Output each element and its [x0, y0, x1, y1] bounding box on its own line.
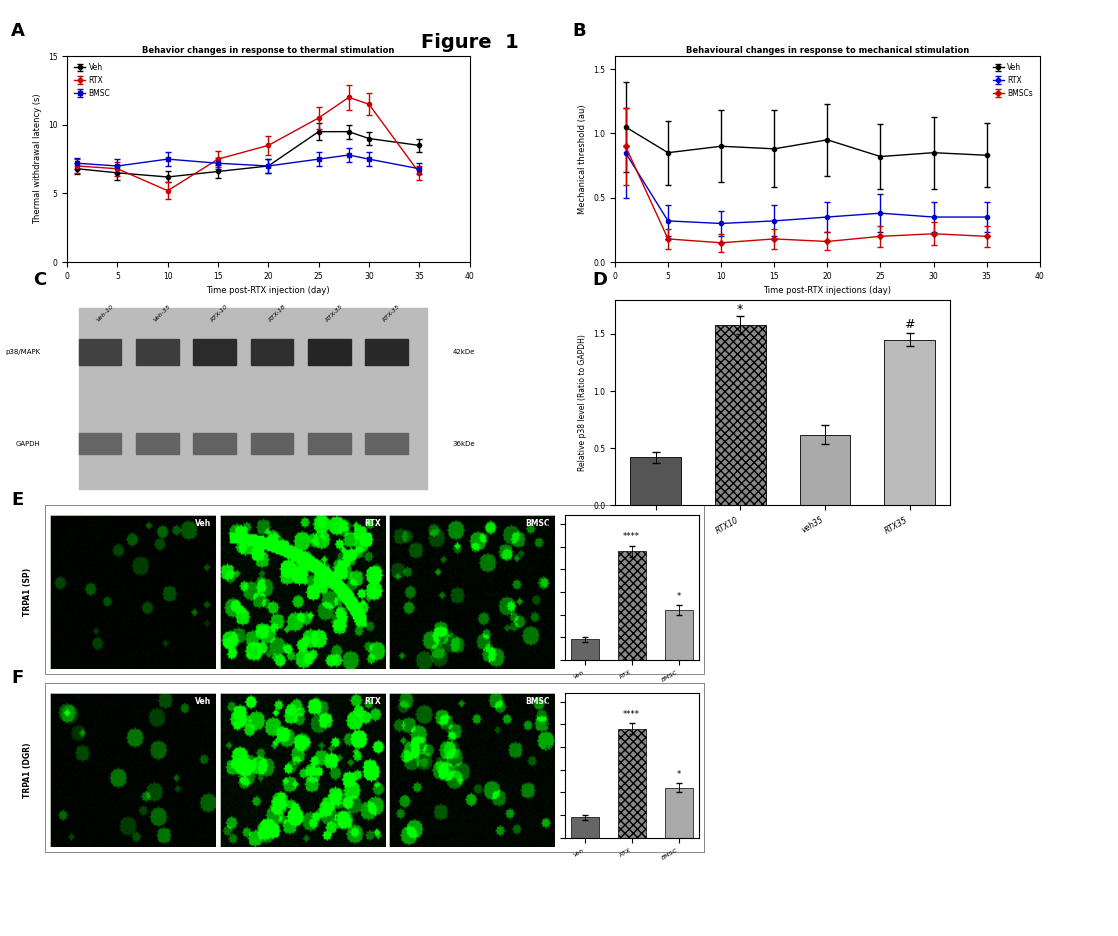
- Bar: [193, 433, 236, 454]
- Text: ****: ****: [623, 709, 641, 719]
- Bar: [617, 551, 646, 660]
- Bar: [664, 610, 693, 660]
- Bar: [617, 729, 646, 838]
- Text: *: *: [676, 769, 681, 779]
- Bar: [250, 339, 293, 365]
- Bar: [136, 339, 179, 365]
- Text: RTX: RTX: [364, 697, 381, 707]
- Bar: [309, 339, 351, 365]
- X-axis label: Time post-RTX injection (day): Time post-RTX injection (day): [207, 286, 330, 296]
- Bar: [884, 340, 935, 505]
- Text: F: F: [11, 669, 23, 687]
- Bar: [78, 308, 427, 489]
- Text: *: *: [676, 592, 681, 601]
- Text: Veh-35: Veh-35: [153, 303, 172, 323]
- Text: RTX-35: RTX-35: [382, 303, 401, 323]
- Text: TRPA1 (DGR): TRPA1 (DGR): [23, 742, 32, 797]
- Text: B: B: [572, 22, 586, 39]
- Text: D: D: [593, 271, 607, 289]
- Text: Veh-10: Veh-10: [96, 303, 115, 323]
- Text: RTX: RTX: [364, 519, 381, 529]
- Text: BMSC: BMSC: [525, 697, 550, 707]
- Bar: [366, 339, 408, 365]
- Text: ****: ****: [623, 532, 641, 541]
- Y-axis label: Relative p38 level (Ratio to GAPDH): Relative p38 level (Ratio to GAPDH): [578, 334, 587, 471]
- Y-axis label: Thermal withdrawal latency (s): Thermal withdrawal latency (s): [34, 94, 42, 225]
- Bar: [664, 788, 693, 838]
- Text: GAPDH: GAPDH: [16, 441, 40, 446]
- Bar: [366, 433, 408, 454]
- X-axis label: Time post-RTX injections (day): Time post-RTX injections (day): [764, 286, 891, 296]
- Title: Behavior changes in response to thermal stimulation: Behavior changes in response to thermal …: [142, 47, 395, 55]
- Bar: [78, 339, 121, 365]
- Bar: [570, 639, 599, 660]
- Title: Behavioural changes in response to mechanical stimulation: Behavioural changes in response to mecha…: [685, 47, 969, 55]
- Bar: [631, 458, 681, 505]
- Text: TRPA1 (SP): TRPA1 (SP): [23, 568, 32, 616]
- Text: RTX-18: RTX-18: [268, 303, 287, 323]
- Text: E: E: [11, 491, 23, 509]
- Bar: [250, 433, 293, 454]
- Bar: [193, 339, 236, 365]
- Text: 36kDe: 36kDe: [453, 441, 475, 446]
- Bar: [714, 325, 766, 505]
- Text: C: C: [34, 271, 47, 289]
- Text: p38/MAPK: p38/MAPK: [6, 349, 40, 355]
- Text: BMSC: BMSC: [525, 519, 550, 529]
- Legend: Veh, RTX, BMSCs: Veh, RTX, BMSCs: [989, 60, 1036, 101]
- Bar: [78, 433, 121, 454]
- Bar: [309, 433, 351, 454]
- Text: #: #: [904, 318, 915, 331]
- Text: RTX-35: RTX-35: [325, 303, 344, 323]
- Text: Veh: Veh: [195, 697, 211, 707]
- Text: Veh: Veh: [195, 519, 211, 529]
- Bar: [799, 434, 851, 505]
- Text: *: *: [737, 303, 743, 316]
- Text: 42kDe: 42kDe: [453, 349, 475, 355]
- Bar: [570, 817, 599, 838]
- Text: RTX-10: RTX-10: [210, 303, 229, 323]
- Legend: Veh, RTX, BMSC: Veh, RTX, BMSC: [70, 60, 113, 101]
- Text: Figure  1: Figure 1: [420, 33, 519, 51]
- Bar: [136, 433, 179, 454]
- Text: A: A: [11, 22, 25, 39]
- Y-axis label: Mechanical threshold (au): Mechanical threshold (au): [578, 104, 587, 214]
